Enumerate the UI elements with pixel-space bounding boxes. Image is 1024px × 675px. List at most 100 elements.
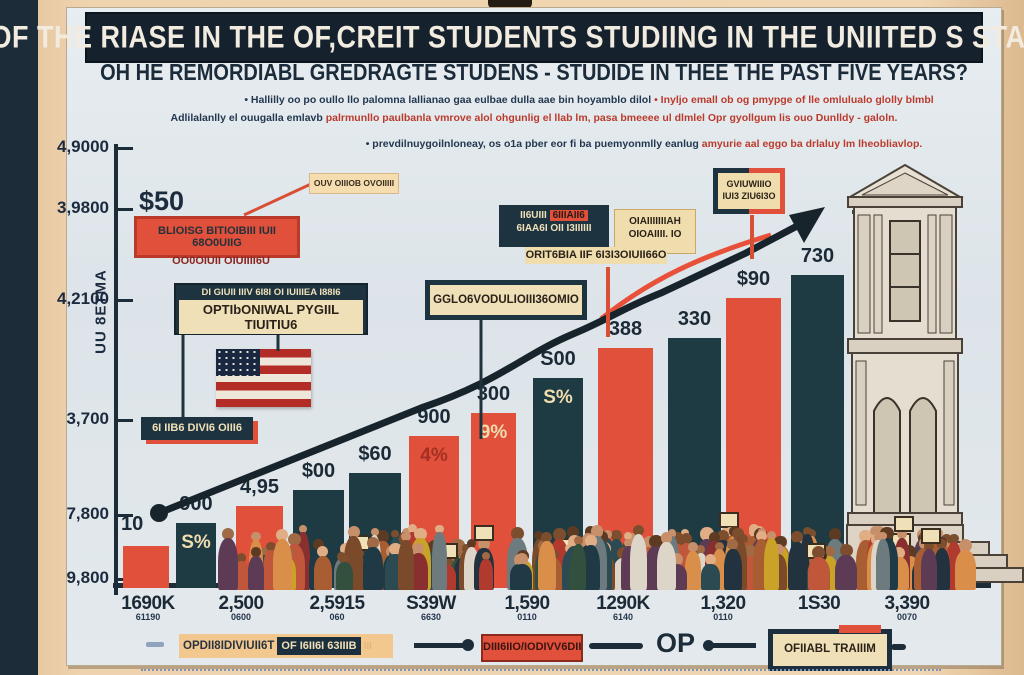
placard <box>893 516 914 533</box>
money-annotation: $50 <box>139 186 185 216</box>
poster-subtitle: OH HE REMORDIABL GREDRAGTE STUDENS - STU… <box>100 60 968 86</box>
crowd-person <box>479 551 494 590</box>
crowd-person <box>582 535 600 590</box>
crowd-person <box>724 539 742 590</box>
legend-arrow-line-icon <box>414 643 464 648</box>
legend-arrow-dot-icon <box>462 639 474 651</box>
crowd-person <box>657 532 677 590</box>
callout-top-right: GVIUWIIIO IUI3 ZIU6I3O <box>713 168 785 214</box>
crowd-person <box>248 547 264 590</box>
y-axis-tick <box>118 514 133 517</box>
bar-value-label: $90 <box>736 268 771 290</box>
leader-line-red-3 <box>243 182 312 217</box>
legend-op-label: OP <box>656 628 696 658</box>
us-flag-canton <box>216 349 260 376</box>
bar-value-label: 300 <box>476 383 511 405</box>
legend-item-3-red-tab <box>839 625 881 633</box>
y-axis-tick <box>118 208 133 211</box>
legend-dash-icon <box>589 643 643 649</box>
highlight-red-label: 6IIIAII6 <box>549 210 588 221</box>
y-axis-tick <box>118 419 133 422</box>
legend-dash-icon <box>891 644 906 650</box>
callout-optional-line2: OPTIbONIWAL PYGIIL TIUITIU6 <box>179 300 363 334</box>
legend-item-1-box: OF I6II6I 63IIIB <box>277 637 361 655</box>
x-axis-tick-label: 2,5915 060 <box>309 593 365 622</box>
x-axis-tick-label: 1690K 61190 <box>121 593 175 622</box>
crowd-person <box>336 553 353 590</box>
crowd-person <box>217 527 239 590</box>
y-axis-tick <box>118 147 133 150</box>
placard <box>920 527 941 544</box>
callout-top-right-inner: GVIUWIIIO IUI3 ZIU6I3O <box>718 173 780 209</box>
page-title: OF THE RIASE IN THE OF,CREIT STUDENTS ST… <box>0 19 1024 55</box>
bar-percent-label: S% <box>543 387 573 408</box>
callout-flag-tag: 6I IIB6 DIVI6 OIII6 <box>141 417 253 440</box>
x-axis-tick-label: 1S30 <box>797 593 841 614</box>
crowd-person <box>701 554 720 590</box>
us-flag <box>216 349 311 407</box>
crowd-person <box>363 537 383 590</box>
crowd-person <box>954 538 977 590</box>
callout-navy-bordered: GGLO6VODULIOIII36OMIO <box>425 280 587 320</box>
bar-value-label: 900 <box>417 406 451 428</box>
poster: OF THE RIASE IN THE OF,CREIT STUDENTS ST… <box>0 7 1024 671</box>
crowd-person <box>763 530 779 590</box>
crowd-person <box>432 524 447 590</box>
x-axis-tick-label: 2,500 0600 <box>218 593 264 622</box>
crowd-person <box>787 531 807 590</box>
y-axis-tick-label: 7,800 <box>66 504 109 523</box>
placard <box>474 525 495 542</box>
bar-value-label: $60 <box>358 443 392 465</box>
trend-start-label: 10 <box>121 513 144 535</box>
callout-optional-tuition-box: DI GIUII IIIV 6I8I OI IUIIIEA I88I6 OPTI… <box>174 283 368 335</box>
crowd-person <box>272 529 293 590</box>
crowd-person <box>933 539 951 590</box>
crowd-person <box>875 531 890 590</box>
y-axis-title: UU 8ETMA <box>92 269 110 354</box>
bullet-line-2: Adlilalanlly el ouugalla emlavb palrmunl… <box>170 112 898 124</box>
x-axis-tick-label: 1290K 6140 <box>596 593 650 622</box>
bullet-line-1: • Hallilly oo po oullo llo palomna lalli… <box>244 94 934 106</box>
y-axis-tick-label: 4,9000 <box>57 137 109 156</box>
crowd-person <box>920 527 941 590</box>
crowd-person <box>571 536 586 590</box>
y-axis-tick-label: 9,800 <box>66 568 109 587</box>
x-axis-tick-label: S39W 6630 <box>406 593 456 622</box>
y-axis-tick-label: 4,2100 <box>57 289 109 308</box>
arrowhead-icon <box>789 207 825 243</box>
legend-line-icon <box>712 643 756 648</box>
crowd-person <box>538 531 556 590</box>
crowd-person <box>398 531 414 590</box>
bar <box>123 546 169 588</box>
crowd-person <box>313 546 332 590</box>
legend-item-3: OFIIABL TRAIIIM <box>768 625 892 671</box>
x-axis-tick-label: 1,590 0110 <box>504 593 550 622</box>
callout-orange-box-subtext: OO0OIUII OIUIIII6U <box>172 255 270 267</box>
y-axis-tick <box>118 299 133 302</box>
x-axis-tick-label: 1,320 0110 <box>700 593 746 622</box>
legend-dot-icon <box>703 640 714 651</box>
crowd-person <box>807 545 830 590</box>
bar-value-label: S00 <box>540 348 576 370</box>
callout-wide-cream: ORIT6BIA IIF 6I3I3OIUII66O <box>525 247 667 264</box>
bullet-line-3: • prevdilnuygoilnloneay, os o1a pber eor… <box>365 138 923 150</box>
y-axis-tick-label: 3,9800 <box>57 198 109 217</box>
bottom-dotted-rule <box>141 669 941 671</box>
poster-title-banner: OF THE RIASE IN THE OF,CREIT STUDENTS ST… <box>0 12 1024 63</box>
poster-clip <box>488 0 532 9</box>
bar: S% <box>176 523 216 588</box>
legend-item-2: DIII6IIO/IODIVV6DII <box>481 634 583 662</box>
legend-item-1: OPDII8IDIVIUII6T OF I6II6I 63IIIB III <box>179 634 393 658</box>
bar-value-label: 330 <box>677 308 712 330</box>
bar-percent-label: S% <box>181 532 211 553</box>
crowd-person <box>685 542 701 590</box>
legend-dash-icon <box>146 642 164 647</box>
callout-small-top: OUV OIIIOB OVOIIIII <box>309 173 399 194</box>
x-axis-tick-label: 3,390 0070 <box>884 593 930 622</box>
crowd-person <box>629 525 648 590</box>
callout-orange-box: BLIOISG BITIOIBIII IUII 68O0UIIG <box>134 216 300 258</box>
y-axis-tick-label: 3,700 <box>66 409 109 428</box>
crowd-person <box>835 543 858 590</box>
y-axis-line <box>114 144 118 595</box>
bar-value-label: 730 <box>800 245 835 267</box>
